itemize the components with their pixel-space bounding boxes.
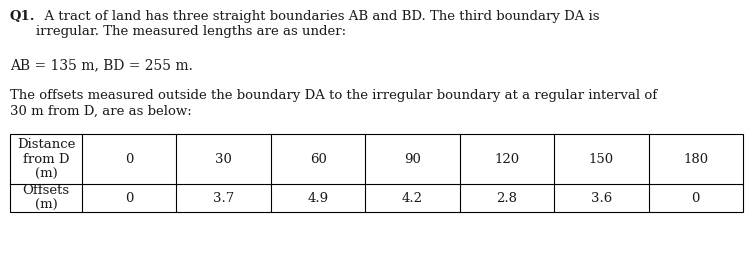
Text: The offsets measured outside the boundary DA to the irregular boundary at a regu: The offsets measured outside the boundar…	[10, 90, 657, 117]
Text: 4.2: 4.2	[402, 192, 423, 205]
Text: 4.9: 4.9	[307, 192, 328, 205]
Text: Offsets
(m): Offsets (m)	[23, 184, 69, 212]
Text: 0: 0	[125, 192, 133, 205]
Text: AB = 135 m, BD = 255 m.: AB = 135 m, BD = 255 m.	[10, 59, 193, 73]
Text: 90: 90	[404, 153, 421, 166]
Text: Distance
from D
(m): Distance from D (m)	[17, 138, 75, 180]
Text: 3.6: 3.6	[591, 192, 612, 205]
Text: 120: 120	[495, 153, 520, 166]
Text: 30: 30	[215, 153, 232, 166]
Text: 0: 0	[125, 153, 133, 166]
Bar	[10, 134, 743, 212]
Text: 150: 150	[589, 153, 614, 166]
Text: 0: 0	[691, 192, 700, 205]
Text: Q1.: Q1.	[10, 10, 35, 23]
Text: 60: 60	[309, 153, 327, 166]
Text: A tract of land has three straight boundaries AB and BD. The third boundary DA i: A tract of land has three straight bound…	[36, 10, 599, 38]
Text: 180: 180	[683, 153, 709, 166]
Text: 3.7: 3.7	[213, 192, 234, 205]
Text: 2.8: 2.8	[496, 192, 517, 205]
